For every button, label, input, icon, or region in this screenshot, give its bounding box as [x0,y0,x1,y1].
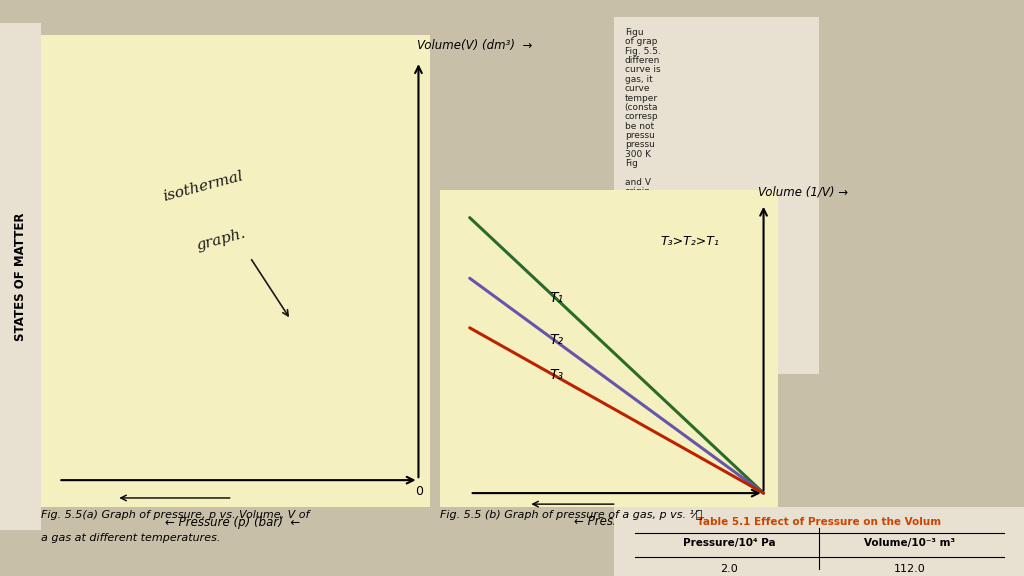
Text: Volume(V) (dm³)  →: Volume(V) (dm³) → [418,39,532,52]
Text: ← Pressure (p): ← Pressure (p) [574,515,659,528]
Text: relat: relat [625,281,645,290]
Text: T₂: T₂ [549,333,563,347]
Text: gas, it: gas, it [625,75,652,84]
Text: d =: d = [625,337,641,346]
Text: mas: mas [625,318,643,327]
Text: fron: fron [625,355,643,365]
Text: graph: graph [625,215,651,224]
Text: comp: comp [625,243,649,252]
Text: gas: gas [625,253,641,262]
Text: Volume/10⁻³ m³: Volume/10⁻³ m³ [864,538,954,548]
Text: Fig. 5.5 (b) Graph of pressure of a gas, p vs. ¹⁄ᵯ: Fig. 5.5 (b) Graph of pressure of a gas,… [440,510,702,520]
Text: curve: curve [625,84,650,93]
Text: E.: E. [625,225,633,234]
Text: Pressure/10⁴ Pa: Pressure/10⁴ Pa [683,538,775,548]
Text: a gas at different temperatures.: a gas at different temperatures. [41,533,220,543]
Text: 2.0: 2.0 [720,563,738,574]
Text: 0: 0 [416,484,424,498]
Text: temper: temper [625,93,657,103]
Text: T₃: T₃ [549,367,563,382]
Text: ← Pressure (p) (bar)  ←: ← Pressure (p) (bar) ← [165,516,300,529]
Text: 112.0: 112.0 [893,563,926,574]
Text: 300 K: 300 K [625,150,650,159]
Text: and V: and V [625,178,650,187]
Text: Fig: Fig [625,159,638,168]
Text: T₃>T₂>T₁: T₃>T₂>T₁ [660,235,720,248]
Text: that: that [625,271,643,281]
Text: devia: devia [625,196,649,206]
Text: (consta: (consta [625,103,658,112]
Text: condi: condi [625,206,649,215]
Text: pressu: pressu [625,131,654,140]
Text: curve is: curve is [625,66,660,74]
Text: Fig. 5.5(a) Graph of pressure, p vs. Volume, V of: Fig. 5.5(a) Graph of pressure, p vs. Vol… [41,510,309,520]
Text: E: E [625,309,630,318]
Text: man: man [625,234,645,243]
Text: mole: mole [625,262,647,271]
Text: differen: differen [625,56,660,65]
Text: be not: be not [625,122,653,131]
Text: Table 5.1 Effect of Pressure on the Volum: Table 5.1 Effect of Pressure on the Volu… [697,517,941,527]
Text: Fig. 5.5.: Fig. 5.5. [625,47,660,56]
Text: STATES OF MATTER: STATES OF MATTER [14,212,27,341]
Text: rela: rela [625,365,642,374]
Text: Volume (1/V) →: Volume (1/V) → [758,185,848,198]
Text: corresp: corresp [625,112,658,122]
Text: graph.: graph. [195,226,247,253]
Text: origin: origin [625,187,650,196]
Text: T₁: T₁ [549,290,563,305]
Text: Figu: Figu [625,28,643,37]
Text: and: and [625,290,642,299]
Text: isothermal: isothermal [162,169,246,203]
Text: of grap: of grap [625,37,657,46]
Text: pressu: pressu [625,141,654,149]
